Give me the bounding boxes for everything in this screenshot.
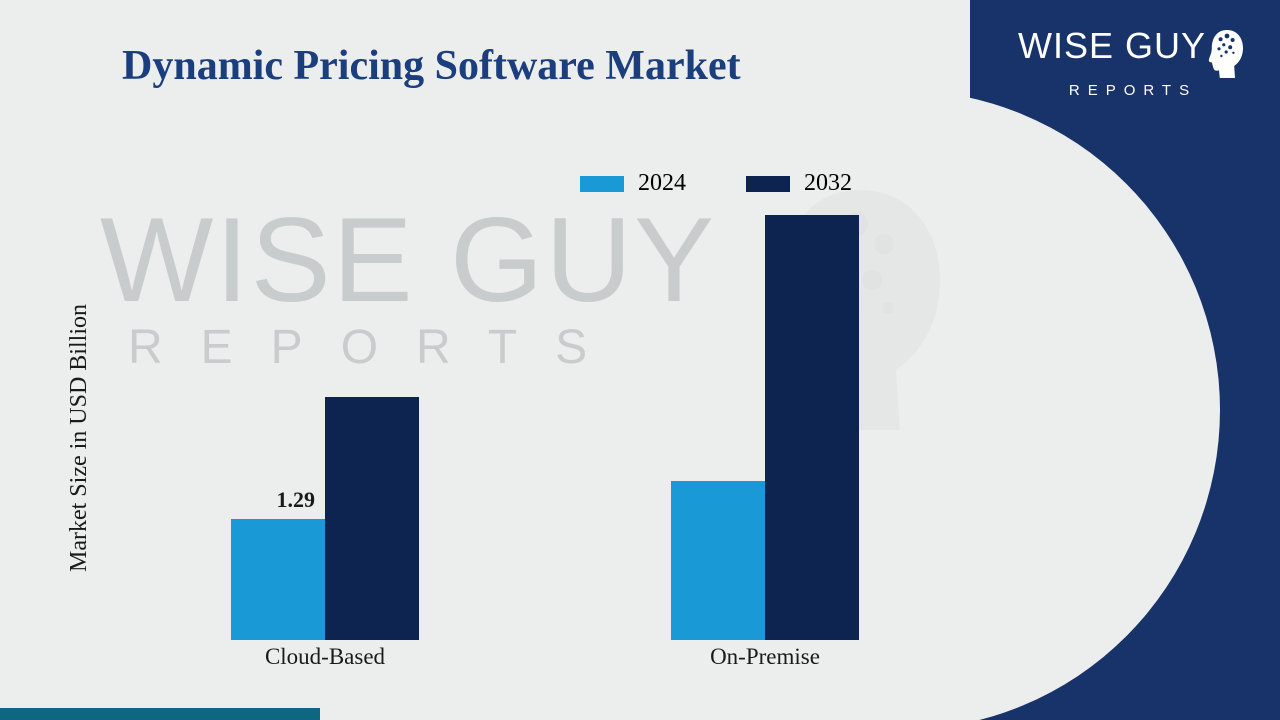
brand-logo-head-icon bbox=[1206, 28, 1248, 80]
bar-value-label: 1.29 bbox=[221, 487, 315, 513]
chart-plot-area: 1.29Cloud-BasedOn-Premise bbox=[100, 210, 1070, 640]
y-axis-label: Market Size in USD Billion bbox=[66, 304, 93, 572]
brand-logo: WISE GUY REPORTS bbox=[1018, 28, 1248, 99]
legend-label: 2024 bbox=[638, 170, 686, 197]
brand-logo-sub: REPORTS bbox=[1018, 82, 1248, 99]
legend-item: 2024 bbox=[580, 170, 686, 197]
x-axis-category-label: Cloud-Based bbox=[225, 644, 425, 670]
legend-item: 2032 bbox=[746, 170, 852, 197]
brand-logo-main: WISE GUY bbox=[1018, 25, 1206, 66]
bottom-strip bbox=[0, 708, 320, 720]
chart-legend: 2024 2032 bbox=[580, 170, 852, 197]
bar bbox=[671, 481, 765, 640]
legend-swatch bbox=[580, 176, 624, 192]
bar bbox=[231, 519, 325, 640]
legend-label: 2032 bbox=[804, 170, 852, 197]
bar bbox=[765, 215, 859, 640]
x-axis-category-label: On-Premise bbox=[665, 644, 865, 670]
chart-title: Dynamic Pricing Software Market bbox=[122, 42, 741, 90]
legend-swatch bbox=[746, 176, 790, 192]
bar bbox=[325, 397, 419, 640]
chart-page: WISE GUY REPORTS WISE GUY REPORTS Dynami… bbox=[0, 0, 1280, 720]
